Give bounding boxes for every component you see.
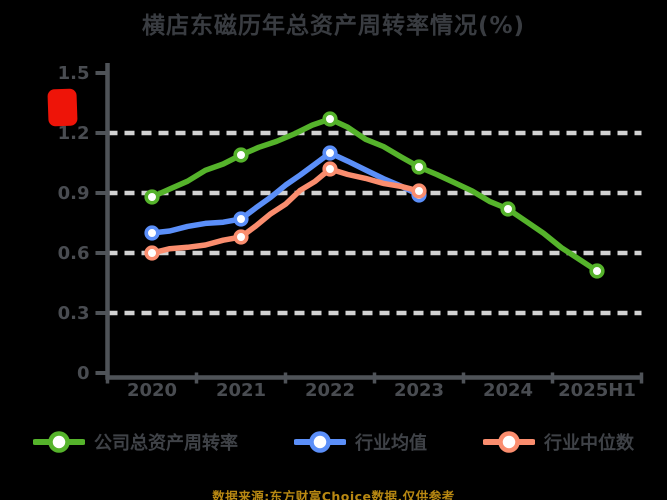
data-point	[144, 225, 160, 241]
y-tick-label: 1.2	[58, 123, 90, 144]
x-tick-label: 2020	[127, 380, 177, 401]
legend-label-industry-mean: 行业均值	[355, 433, 427, 454]
data-point	[144, 245, 160, 261]
legend-item-industry-mean: 行业均值	[294, 428, 427, 456]
data-point	[144, 189, 160, 205]
axis-spine	[105, 63, 642, 380]
series-line-0	[149, 116, 600, 274]
data-point	[233, 211, 249, 227]
x-tick-label: 2022	[305, 380, 355, 401]
chart-legend: 公司总资产周转率 行业均值 行业中位数	[0, 428, 667, 456]
x-tick-label: 2024	[483, 380, 533, 401]
x-tick-label: 2021	[216, 380, 266, 401]
data-point	[322, 145, 338, 161]
legend-marker-industry-mean-icon	[294, 431, 346, 453]
legend-label-company: 公司总资产周转率	[94, 433, 238, 454]
data-source-note: 数据来源:东方财富Choice数据,仅供参考	[212, 489, 455, 500]
data-point	[411, 159, 427, 175]
y-tick-label: 0.6	[58, 243, 90, 264]
data-point	[411, 183, 427, 199]
x-tick-label: 2023	[394, 380, 444, 401]
y-tick-label: 0.3	[58, 303, 90, 324]
y-tick-label: 0.9	[58, 183, 90, 204]
series-line-2	[149, 166, 422, 256]
data-point	[589, 263, 605, 279]
x-tick-label: 2025H1	[558, 380, 636, 401]
series-line-1	[149, 150, 422, 236]
legend-item-company: 公司总资产周转率	[33, 428, 238, 456]
legend-label-industry-median: 行业中位数	[544, 433, 634, 454]
data-point	[233, 147, 249, 163]
data-point	[233, 229, 249, 245]
y-tick-label: 0	[77, 363, 90, 384]
data-point	[322, 161, 338, 177]
y-tick-label: 1.5	[58, 63, 90, 84]
legend-marker-industry-median-icon	[483, 431, 535, 453]
chart-title: 横店东磁历年总资产周转率情况(%)	[141, 13, 526, 39]
data-point	[322, 111, 338, 127]
data-point	[500, 201, 516, 217]
legend-item-industry-median: 行业中位数	[483, 428, 634, 456]
legend-marker-company-icon	[33, 431, 85, 453]
